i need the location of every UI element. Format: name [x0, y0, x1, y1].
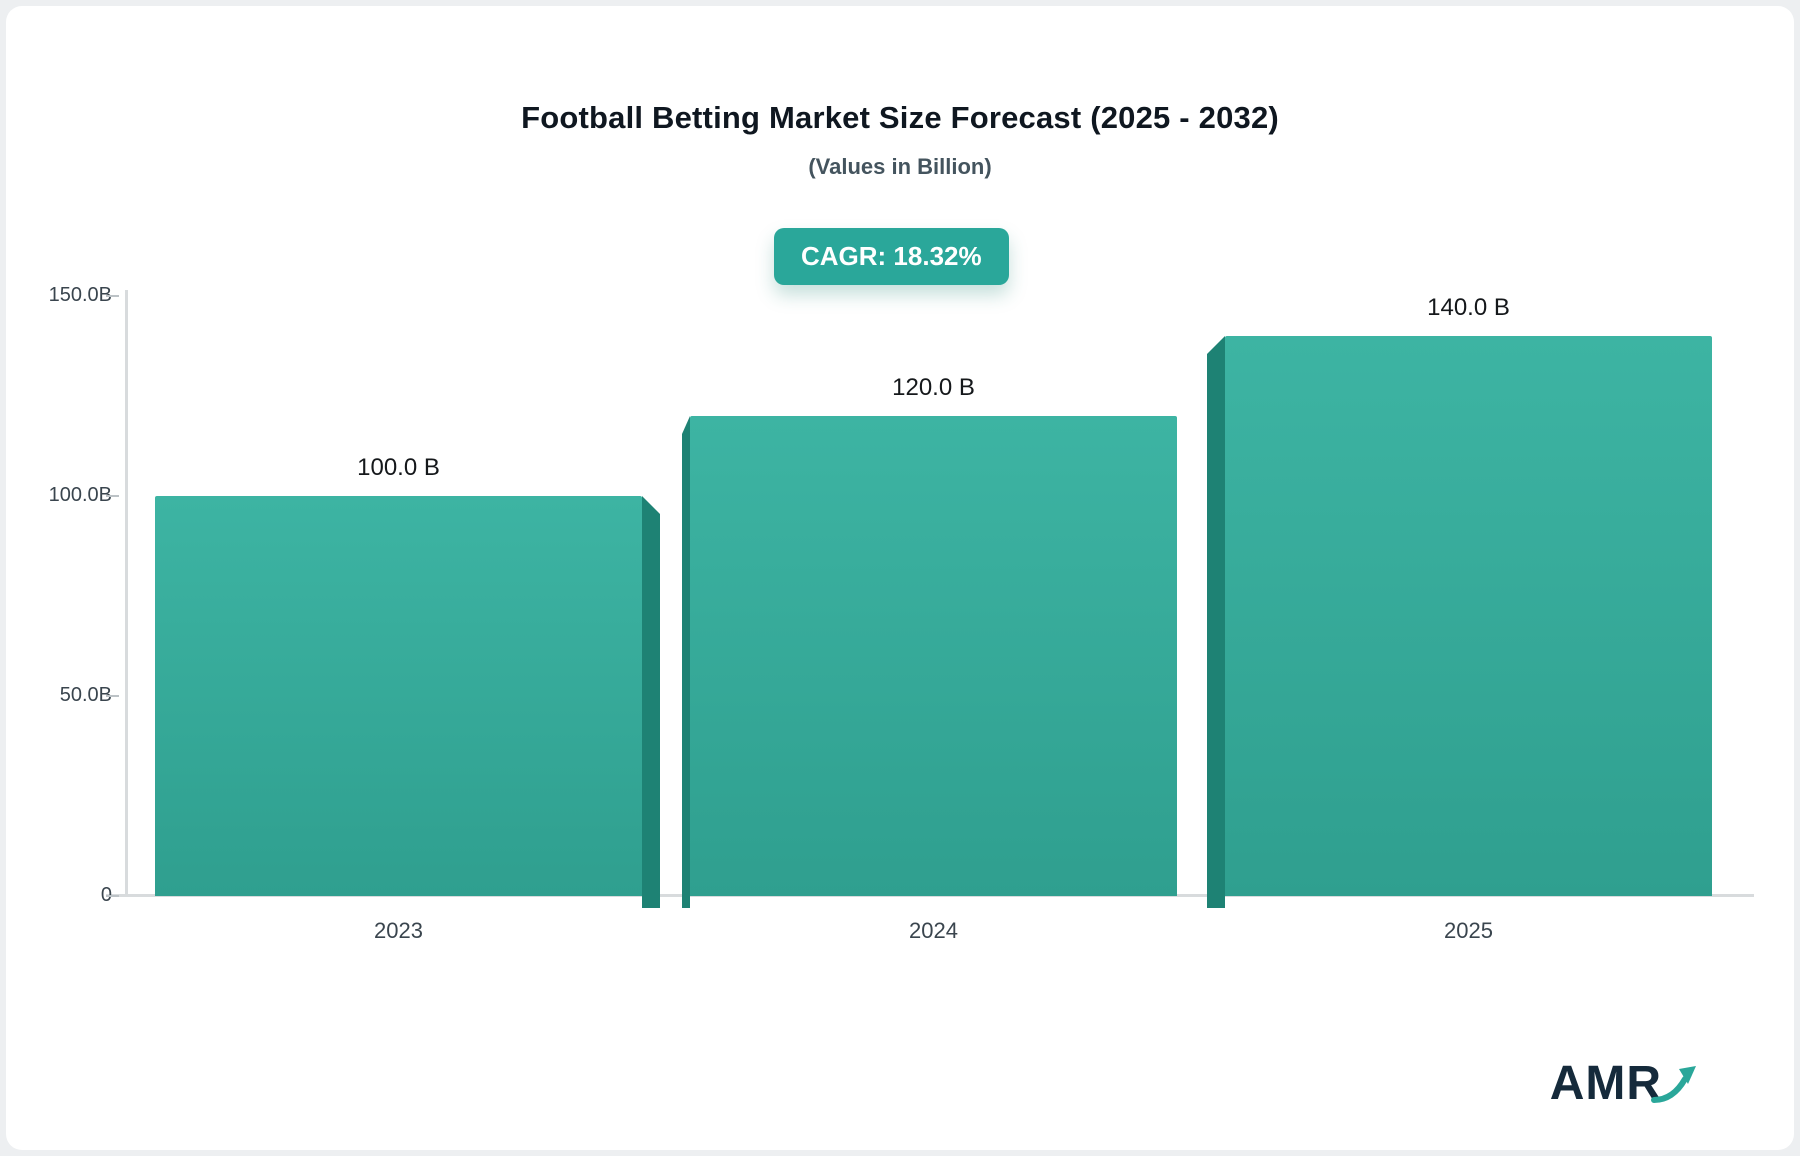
- bar-3d-edge: [1207, 336, 1225, 908]
- chart-card: Football Betting Market Size Forecast (2…: [6, 6, 1794, 1150]
- x-axis-label: 2024: [909, 918, 958, 943]
- chart-title: Football Betting Market Size Forecast (2…: [521, 100, 1279, 135]
- y-tick-label: 100.0B: [48, 484, 112, 506]
- bar-2024: [690, 416, 1177, 896]
- bar-value-label: 140.0 B: [1427, 294, 1510, 321]
- y-tick-label: 150.0B: [48, 284, 112, 306]
- x-axis-label: 2025: [1444, 918, 1493, 943]
- bar-value-label: 100.0 B: [357, 454, 440, 481]
- amr-logo-text: AMR: [1549, 1057, 1662, 1110]
- cagr-badge: CAGR: 18.32%: [774, 228, 1009, 285]
- y-tick-label: 50.0B: [59, 684, 112, 706]
- y-tick-mark: [106, 895, 119, 897]
- y-tick-mark: [106, 295, 119, 297]
- amr-logo: AMR: [1550, 1060, 1698, 1108]
- plot-area: 100.0 B 2023 120.0 B 2024 140.0 B 2025: [131, 294, 1736, 943]
- bar-2025: [1225, 336, 1712, 896]
- chart-subtitle: (Values in Billion): [808, 154, 992, 179]
- trend-arrow-icon: [1651, 1066, 1696, 1103]
- bar-2023: [155, 496, 642, 896]
- bar-3d-edge: [642, 496, 660, 908]
- bar-3d-edge: [682, 416, 690, 908]
- y-axis-line: [125, 290, 128, 896]
- y-tick-mark: [106, 695, 119, 697]
- cagr-badge-label: CAGR: 18.32%: [801, 241, 982, 271]
- y-tick-label: 0: [20, 884, 112, 907]
- x-axis-label: 2023: [374, 918, 423, 943]
- bar-value-label: 120.0 B: [892, 374, 975, 401]
- y-tick-mark: [106, 495, 119, 497]
